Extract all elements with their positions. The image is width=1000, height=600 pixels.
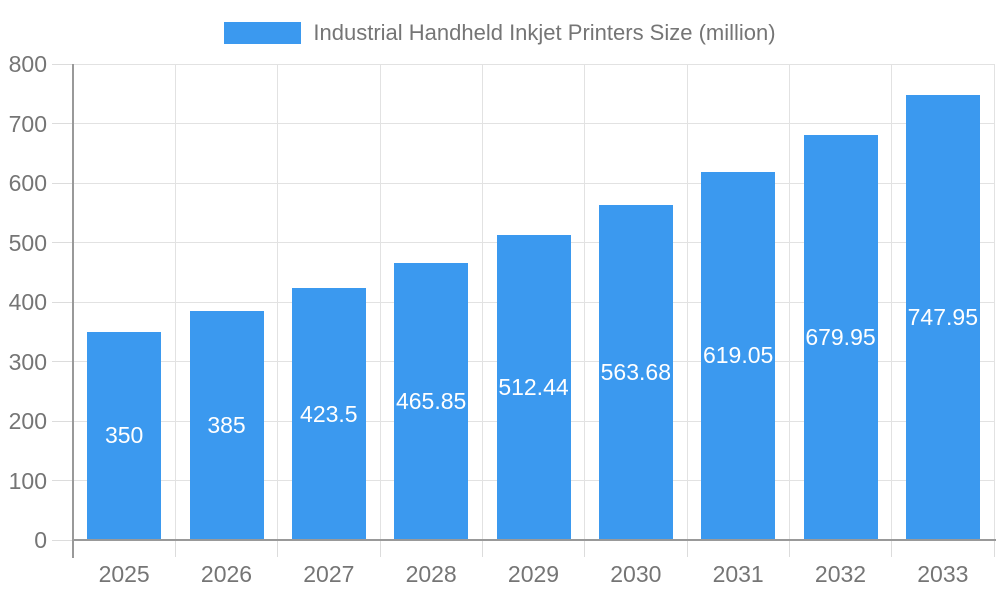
y-axis-tick (52, 420, 73, 422)
y-axis-tick (52, 480, 73, 481)
y-tick-label: 700 (8, 110, 47, 137)
x-axis-tick (174, 540, 176, 557)
bar-value-label: 423.5 (300, 400, 358, 427)
bar (905, 94, 980, 540)
x-tick-label: 2028 (405, 561, 457, 587)
legend[interactable]: Industrial Handheld Inkjet Printers Size… (0, 21, 1000, 45)
bar (394, 262, 469, 540)
y-tick-label: 800 (8, 51, 47, 77)
x-axis-tick (788, 540, 790, 557)
bar-value-label: 350 (104, 422, 144, 449)
gridline-vertical (891, 64, 893, 540)
bar-value-label: 619.05 (702, 342, 774, 369)
y-axis-tick (52, 123, 73, 124)
bar (701, 171, 776, 540)
legend-label: Industrial Handheld Inkjet Printers Size… (313, 20, 776, 45)
gridline-vertical (584, 64, 586, 540)
x-tick-label: 2033 (917, 561, 969, 587)
x-axis-tick (379, 540, 381, 557)
gridline-horizontal (73, 123, 994, 124)
x-axis-tick (481, 540, 483, 557)
x-axis-tick (993, 540, 995, 557)
bar (189, 310, 264, 540)
x-tick-label: 2031 (712, 561, 764, 587)
x-tick-label: 2032 (814, 561, 867, 587)
y-axis-tick (52, 182, 73, 184)
gridline-vertical (481, 64, 483, 540)
x-tick-label: 2027 (303, 561, 355, 587)
x-axis-tick (686, 540, 688, 557)
gridline-vertical (277, 64, 279, 540)
x-tick-label: 2030 (610, 561, 662, 587)
bar (291, 288, 366, 540)
x-axis-tick (891, 540, 893, 557)
y-axis-line (72, 64, 74, 558)
y-axis-tick (52, 63, 73, 65)
gridline-horizontal (73, 182, 994, 184)
x-tick-label: 2025 (98, 561, 150, 587)
bar-value-label: 679.95 (805, 324, 876, 351)
y-axis-tick (52, 301, 73, 303)
bar-value-label: 512.44 (498, 374, 569, 401)
y-axis-tick (52, 539, 73, 541)
y-tick-label: 400 (8, 289, 47, 315)
bar (803, 135, 878, 540)
bar-value-label: 747.95 (907, 303, 978, 330)
gridline-vertical (788, 64, 790, 540)
gridline-vertical (686, 64, 688, 540)
y-axis-tick (52, 361, 73, 362)
gridline-vertical (379, 64, 381, 540)
x-tick-label: 2026 (200, 561, 253, 587)
bar (87, 331, 162, 540)
y-tick-label: 300 (8, 348, 47, 375)
y-axis-tick (52, 242, 73, 243)
y-tick-label: 200 (8, 408, 47, 434)
y-tick-label: 100 (8, 467, 47, 494)
x-axis-tick (277, 540, 279, 557)
bar-value-label: 563.68 (600, 358, 671, 385)
bar (598, 204, 673, 540)
legend-swatch (224, 22, 302, 44)
x-axis-line (73, 539, 996, 541)
gridline-vertical (993, 64, 995, 540)
gridline-horizontal (73, 63, 994, 65)
y-tick-label: 0 (34, 527, 47, 553)
bar (496, 235, 571, 540)
x-axis-tick (584, 540, 586, 557)
bar-value-label: 385 (207, 411, 246, 438)
y-tick-label: 500 (8, 229, 47, 256)
y-tick-label: 600 (8, 170, 47, 196)
bar-value-label: 465.85 (395, 387, 467, 414)
x-tick-label: 2029 (507, 561, 560, 587)
gridline-vertical (174, 64, 176, 540)
